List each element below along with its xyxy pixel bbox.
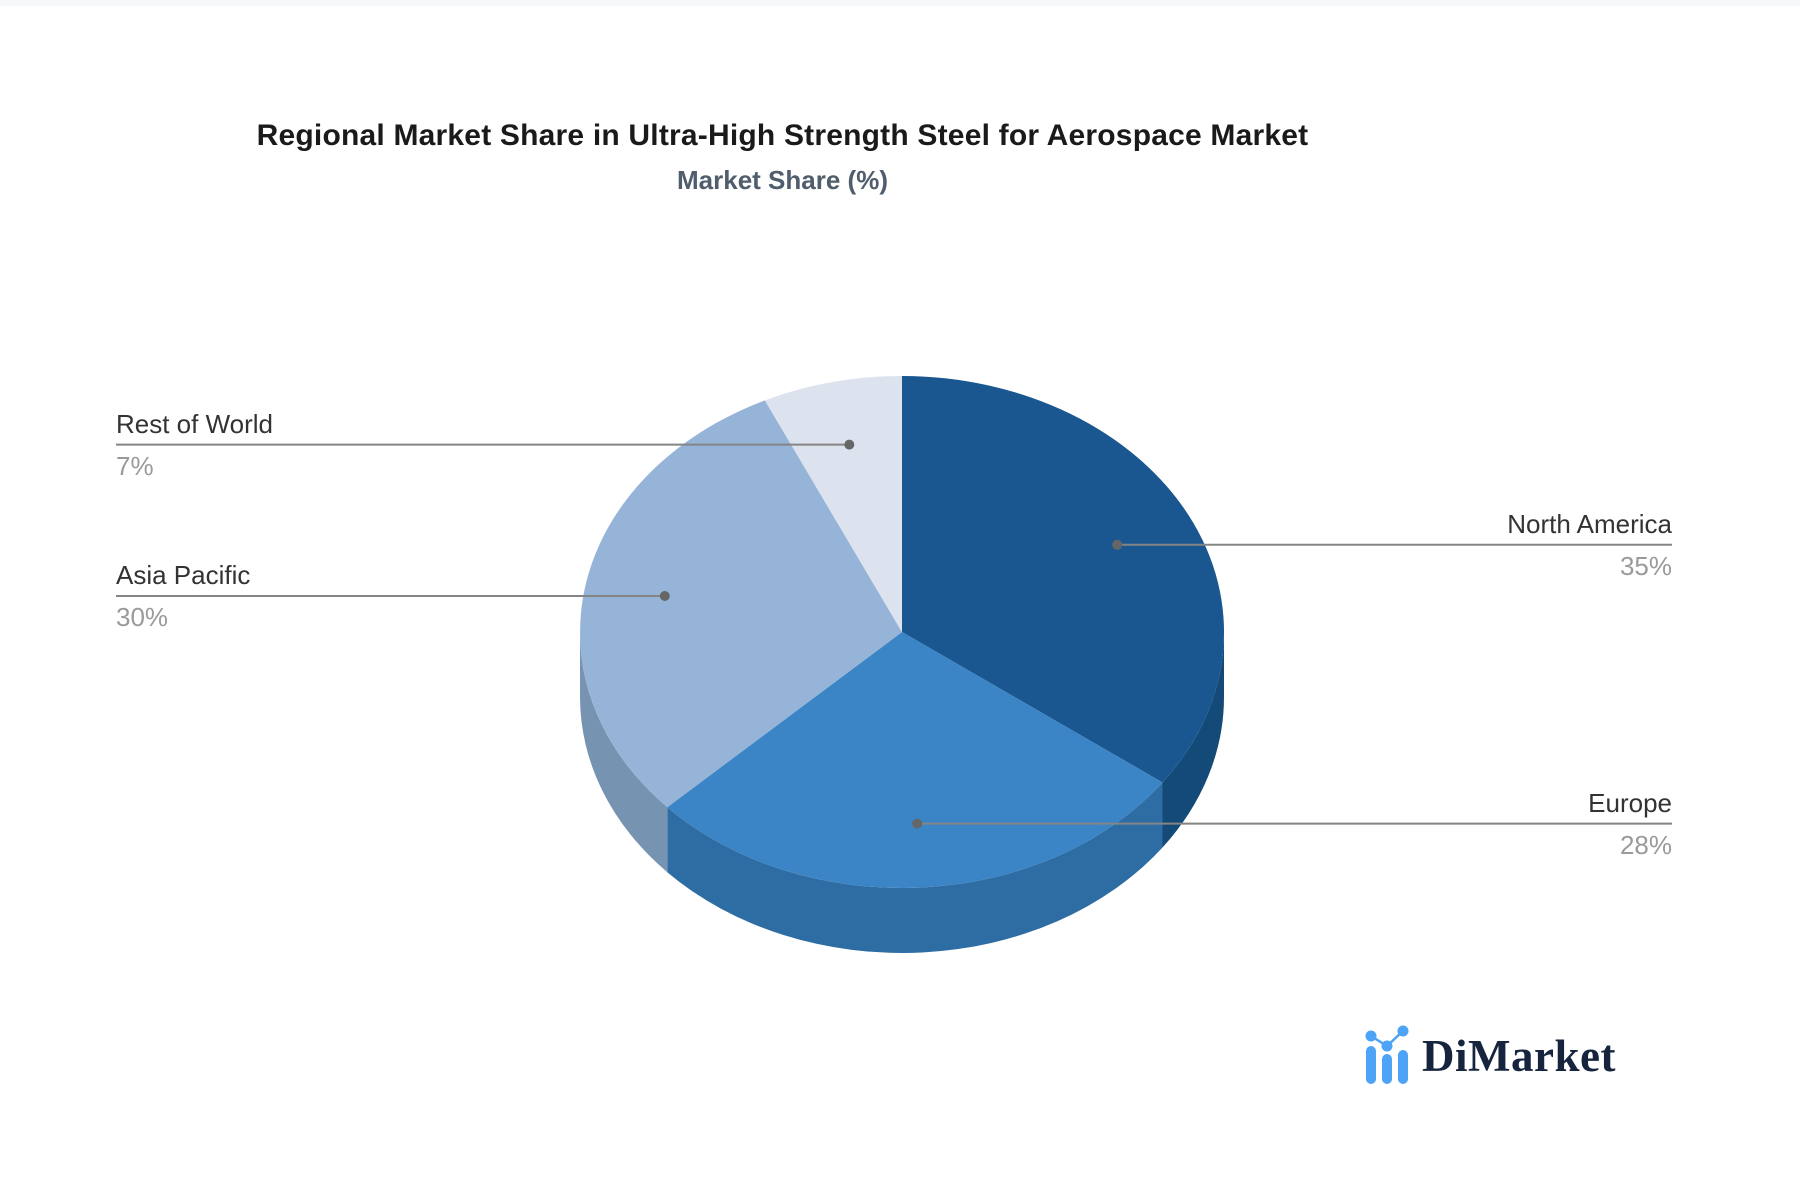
- callout-value: 7%: [116, 451, 154, 481]
- callout-value: 35%: [1619, 551, 1672, 581]
- leader-dot-asia-pacific: [659, 591, 670, 601]
- brand-logo-text: DiMarket: [1422, 1031, 1616, 1081]
- pie-slice-north-america: [902, 376, 1225, 783]
- pie-slice-side-asia-pacific: [580, 632, 668, 873]
- callout-value: 28%: [1619, 830, 1672, 860]
- callout-value: 30%: [116, 602, 169, 632]
- pie-slice-side-north-america: [1162, 632, 1225, 848]
- pie-slice-side-europe: [667, 782, 1163, 953]
- callout-name: North America: [1507, 509, 1672, 539]
- callout-asia-pacific: Asia Pacific 30%: [116, 559, 250, 633]
- title-block: Regional Market Share in Ultra-High Stre…: [0, 118, 1565, 195]
- bar-chart-icon: [1365, 1025, 1409, 1084]
- callout-rest-of-world: Rest of World 7%: [116, 408, 273, 482]
- leader-dot-europe: [912, 818, 923, 829]
- callout-europe: Europe 28%: [1588, 787, 1672, 861]
- brand-logo: DiMarket: [1364, 1020, 1616, 1092]
- callout-name: Asia Pacific: [116, 560, 251, 590]
- leader-dot-north-america: [1112, 539, 1123, 550]
- callout-north-america: North America 35%: [1507, 508, 1672, 582]
- callout-name: Europe: [1588, 788, 1672, 818]
- pie-slice-asia-pacific: [580, 400, 902, 808]
- top-strip: [0, 0, 1800, 6]
- pie-slice-rest-of-world: [764, 376, 902, 632]
- chart-subtitle: Market Share (%): [677, 165, 888, 195]
- chart-title: Regional Market Share in Ultra-High Stre…: [256, 119, 1309, 152]
- callout-name: Rest of World: [116, 409, 274, 439]
- leader-dot-rest-of-world: [844, 439, 855, 450]
